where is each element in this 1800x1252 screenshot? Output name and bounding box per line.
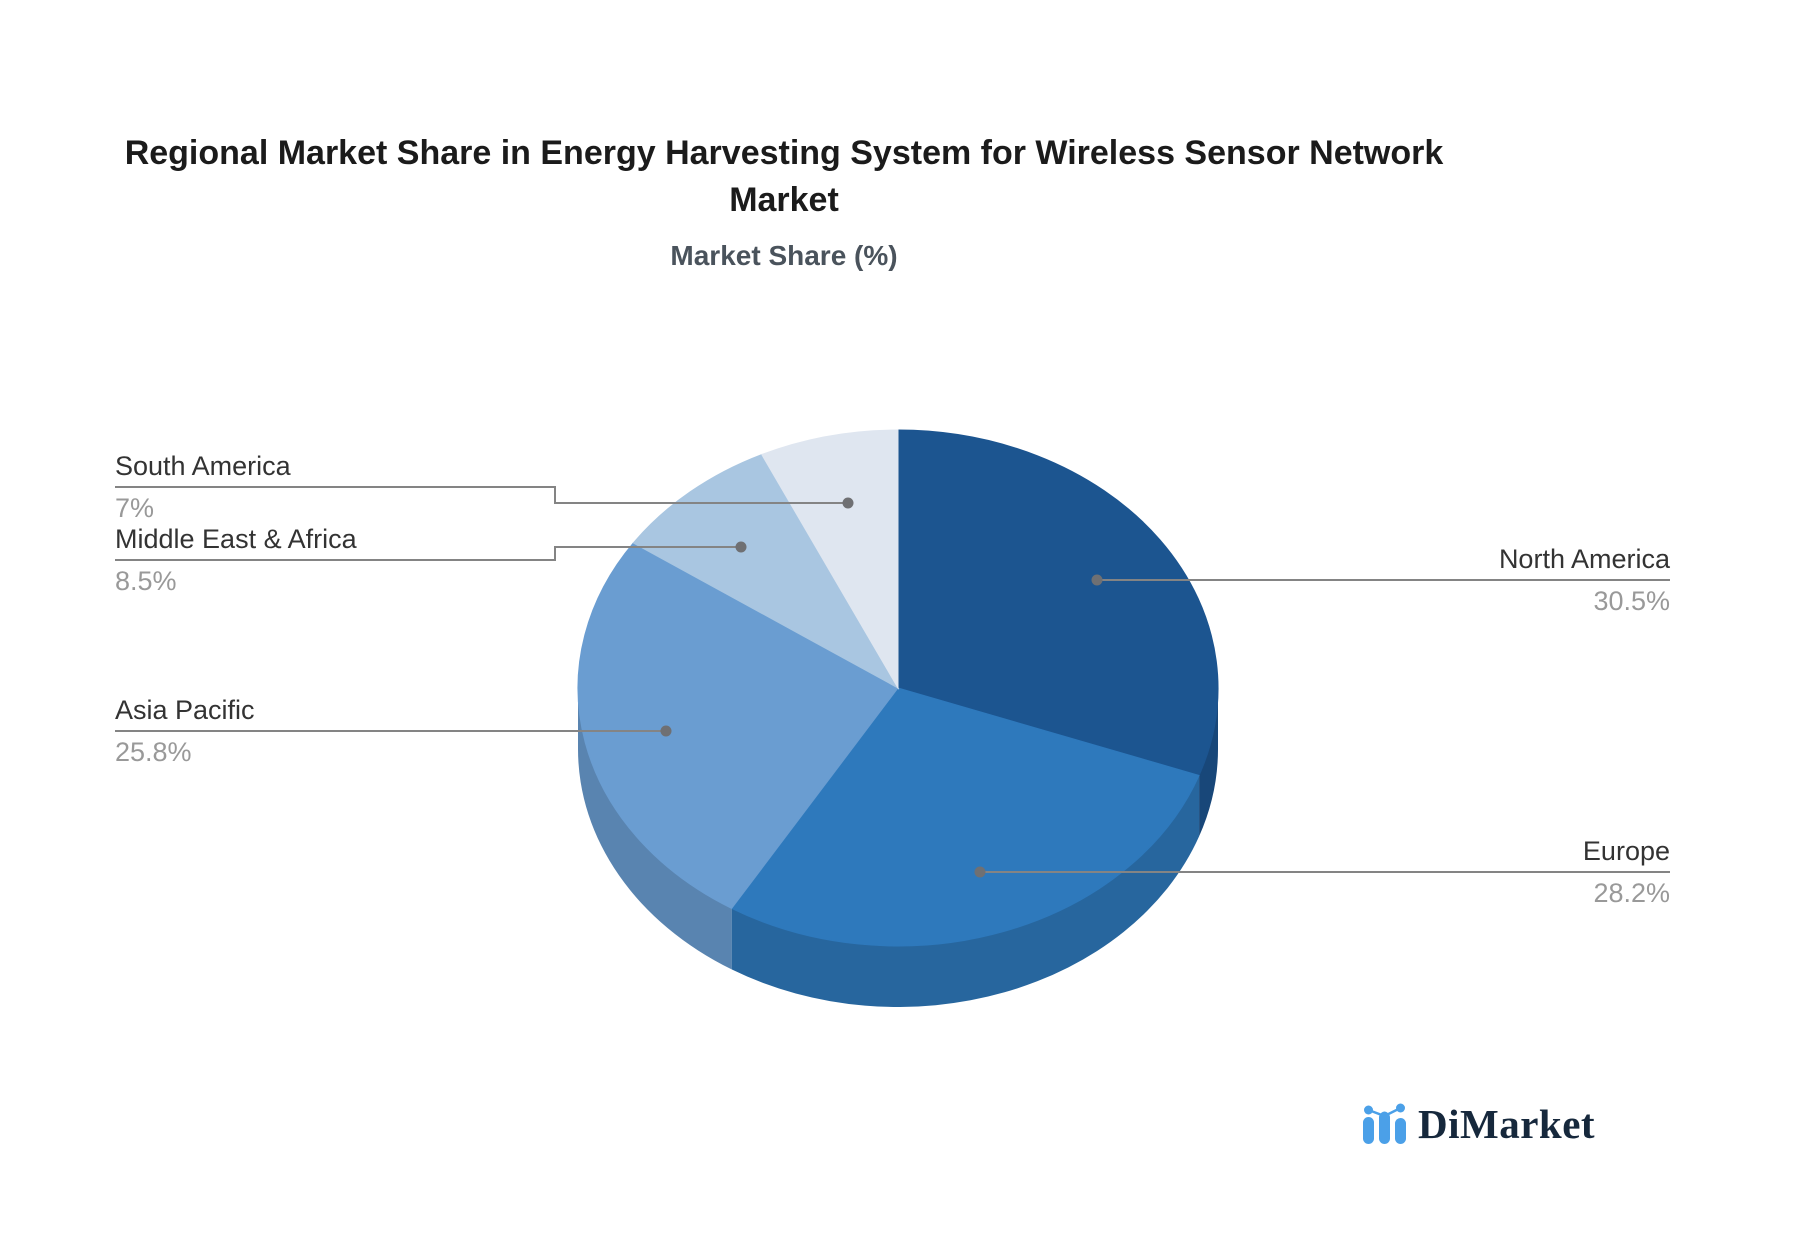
chart-header: Regional Market Share in Energy Harvesti… (124, 130, 1444, 272)
pie-label-europe: Europe (1582, 836, 1670, 866)
pie-value-middle-east-africa: 8.5% (115, 566, 177, 596)
pie-label-north-america: North America (1498, 544, 1670, 574)
brand-logo-text: DiMarket (1418, 1101, 1596, 1147)
pie-value-europe: 28.2% (1593, 878, 1670, 908)
pie-value-north-america: 30.5% (1593, 586, 1670, 616)
pie-slice-middle-east-africa[interactable] (632, 453, 900, 690)
pie-slice-side-north-america (1199, 688, 1218, 837)
brand-logo: DiMarket (1360, 1096, 1640, 1156)
bar-line-chart-icon (1363, 1103, 1406, 1144)
pie-value-asia-pacific: 25.8% (115, 737, 192, 767)
pie-slice-side-europe (731, 775, 1200, 1007)
chart-subtitle: Market Share (%) (670, 240, 898, 271)
leader-dot-asia-pacific (660, 725, 672, 737)
leader-dot-europe (974, 866, 986, 878)
pie-label-asia-pacific: Asia Pacific (115, 695, 255, 725)
pie-slice-side-asia-pacific (578, 688, 732, 970)
pie-slice-asia-pacific[interactable] (577, 542, 899, 910)
pie-label-south-america: South America (115, 451, 291, 481)
leader-dot-north-america (1091, 574, 1103, 586)
pie-slice-north-america[interactable] (897, 429, 1219, 776)
leader-line-south-america (115, 486, 848, 504)
pie-slice-south-america[interactable] (761, 429, 899, 690)
pie-label-middle-east-africa: Middle East & Africa (115, 524, 357, 554)
pie-slice-europe[interactable] (730, 687, 1200, 947)
leader-dot-south-america (842, 497, 854, 509)
chart-title: Regional Market Share in Energy Harvesti… (124, 134, 1444, 219)
leader-dot-middle-east-africa (735, 541, 747, 553)
pie-value-south-america: 7% (115, 493, 155, 523)
leader-line-middle-east-africa (115, 546, 741, 561)
